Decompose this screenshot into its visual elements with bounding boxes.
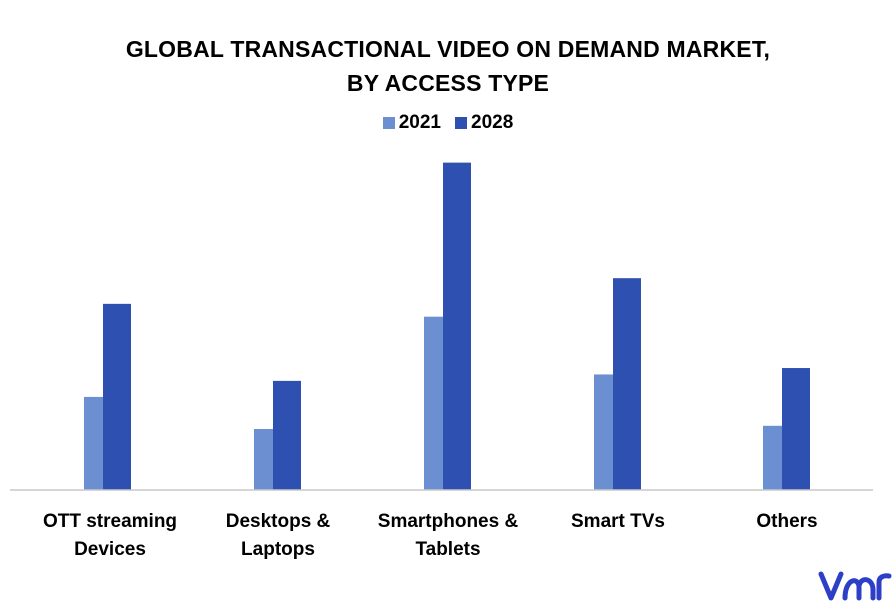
chart-title: GLOBAL TRANSACTIONAL VIDEO ON DEMAND MAR…: [0, 32, 896, 100]
bar-2028-ott: [103, 303, 131, 490]
bar-2028-desktops: [273, 380, 301, 490]
chart-title-line-2: BY ACCESS TYPE: [346, 70, 550, 96]
legend-swatch-2021: [382, 117, 395, 129]
legend-label-2021: 2021: [398, 112, 441, 133]
x-tick-label-smartphones: Smartphones & Tablets: [363, 508, 533, 564]
legend-swatch-2028: [455, 117, 467, 129]
x-tick-label-smartphones-line-2: Tablets: [415, 539, 481, 560]
bar-2028-smart-tvs: [613, 278, 641, 490]
legend-item-2021: 2021: [382, 112, 441, 134]
legend: 2021 2028: [0, 112, 896, 134]
x-tick-label-ott-line-2: Devices: [74, 539, 146, 560]
chart-title-line-1: GLOBAL TRANSACTIONAL VIDEO ON DEMAND MAR…: [125, 36, 771, 62]
x-tick-label-smart-tvs-line-1: Smart TVs: [571, 511, 665, 532]
x-tick-label-others-line-1: Others: [756, 511, 818, 532]
x-tick-label-smart-tvs: Smart TVs: [533, 508, 703, 536]
bar-2028-others: [782, 368, 810, 490]
legend-label-2028: 2028: [471, 112, 514, 133]
x-tick-label-smartphones-line-1: Smartphones &: [377, 511, 519, 532]
x-tick-label-ott: OTT streaming Devices: [25, 508, 195, 564]
vmr-logo-mark: [818, 571, 892, 601]
x-tick-label-ott-line-1: OTT streaming: [42, 511, 178, 532]
vmr-logo: [818, 571, 892, 601]
bar-2028-smartphones: [443, 162, 471, 490]
x-tick-label-desktops-line-1: Desktops &: [225, 511, 331, 532]
x-tick-label-others: Others: [702, 508, 872, 536]
bars-group: [84, 162, 810, 490]
x-tick-label-desktops-line-2: Laptops: [241, 539, 315, 560]
legend-item-2028: 2028: [455, 112, 513, 134]
x-tick-label-desktops: Desktops & Laptops: [193, 508, 363, 564]
